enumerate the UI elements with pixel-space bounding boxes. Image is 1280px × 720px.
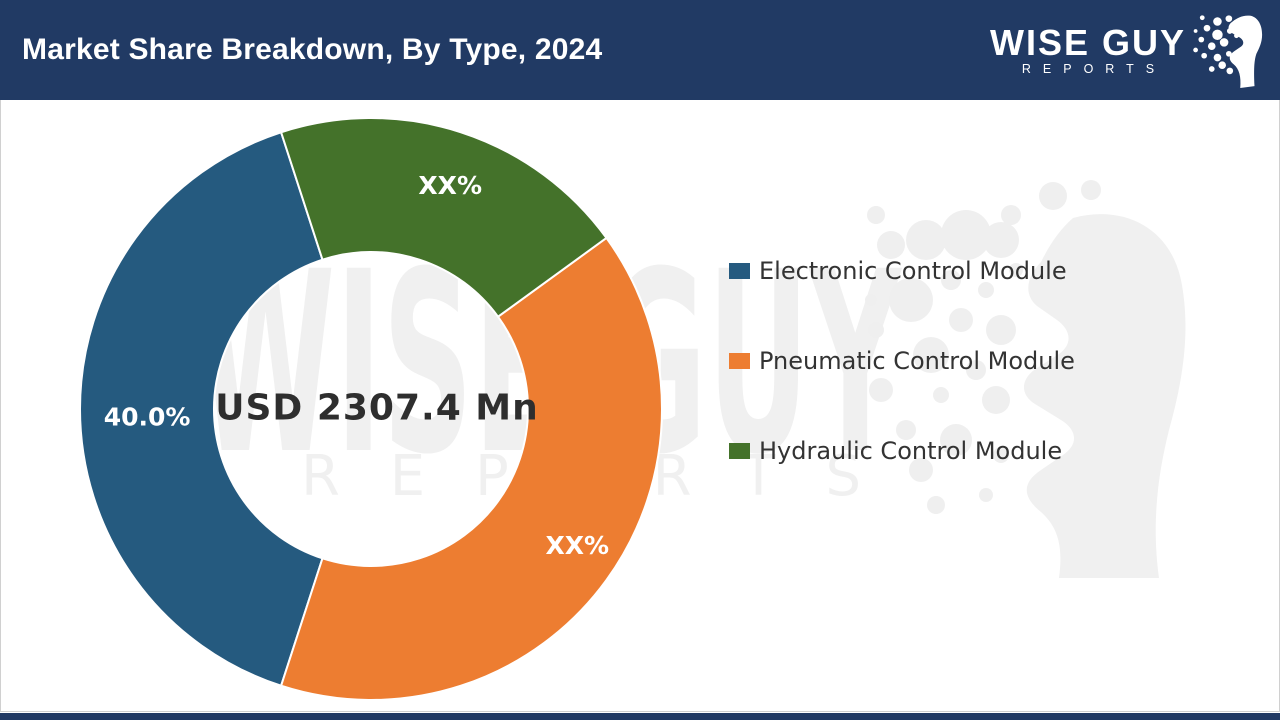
wise-guy-face-icon [1193,15,1263,88]
legend-swatch-hydraulic [729,443,750,459]
chart-canvas: WISE GUY R E P O R T S Electronic Contro… [0,100,1280,712]
legend-swatch-pneumatic [729,353,750,369]
brand-name: WISE GUY [989,21,1186,63]
legend-item-hydraulic-control-module: Hydraulic Control Module [729,437,1075,465]
footer-bar [0,713,1280,720]
page-title: Market Share Breakdown, By Type, 2024 [22,33,603,66]
legend-label: Pneumatic Control Module [759,347,1075,375]
legend-swatch-electronic [729,263,750,279]
chart-legend: Electronic Control Module Pneumatic Cont… [729,257,1075,528]
legend-item-electronic-control-module: Electronic Control Module [729,257,1075,285]
brand-subname: REPORTS [1021,62,1167,77]
brand-logo: WISE GUY REPORTS [990,6,1264,94]
brand-logo-text: WISE GUY REPORTS [989,21,1186,77]
background-watermark: WISE GUY R E P O R T S [196,180,1186,578]
header-bar: Market Share Breakdown, By Type, 2024 WI… [0,0,1280,100]
legend-label: Electronic Control Module [759,257,1067,285]
legend-item-pneumatic-control-module: Pneumatic Control Module [729,347,1075,375]
legend-label: Hydraulic Control Module [759,437,1063,465]
